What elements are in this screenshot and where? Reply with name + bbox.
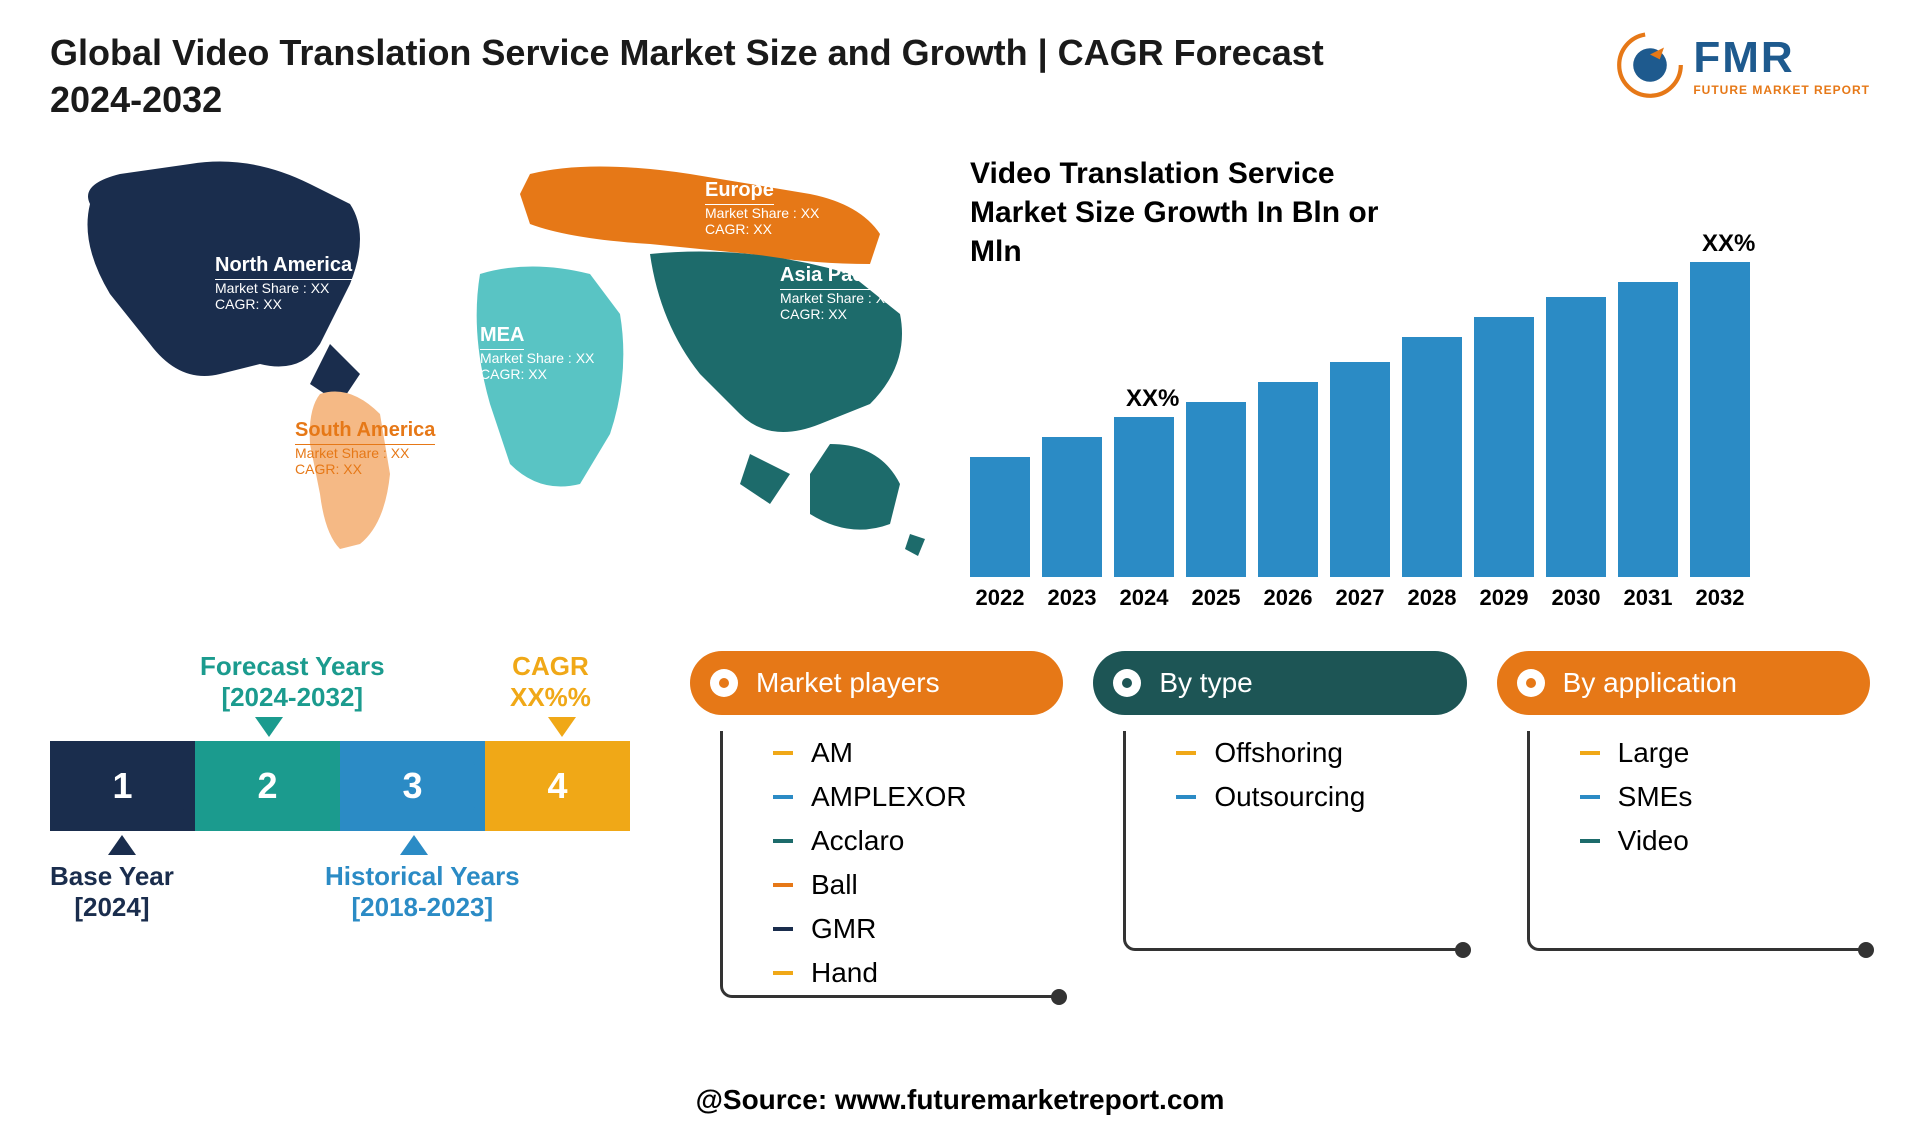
logo-main-text: FMR [1693, 33, 1870, 83]
timeline-segment-4: 4 [485, 741, 630, 831]
tick-icon [773, 883, 793, 887]
tick-icon [773, 839, 793, 843]
category-pill: Market players [690, 651, 1063, 715]
arrow-up-icon [548, 717, 576, 737]
chart-annotation: XX% [1702, 230, 1755, 258]
category-list: Offshoring Outsourcing [1123, 731, 1466, 951]
list-item-text: GMR [811, 913, 876, 945]
tick-icon [1580, 839, 1600, 843]
category-market-players: Market players AM AMPLEXOR Acclaro Ball GMR Ha… [690, 651, 1063, 998]
bar-2030: 2030 [1546, 297, 1606, 611]
category-pill: By application [1497, 651, 1870, 715]
logo-sub-text: FUTURE MARKET REPORT [1693, 83, 1870, 97]
cagr-label: CAGR XX%% [510, 651, 591, 713]
tick-icon [773, 751, 793, 755]
region-nz [905, 534, 925, 556]
category-by-application: By application Large SMEs Video [1497, 651, 1870, 998]
base-year-label: Base Year [2024] [50, 861, 174, 923]
list-item: Hand [773, 951, 1043, 995]
category-list: Large SMEs Video [1527, 731, 1870, 951]
region-label-asia-pacific: Asia PacificMarket Share : XXCAGR: XX [780, 264, 894, 322]
list-item-text: Outsourcing [1214, 781, 1365, 813]
tick-icon [773, 927, 793, 931]
bar-2026: 2026 [1258, 382, 1318, 611]
pill-dot-icon [1113, 669, 1141, 697]
tick-icon [773, 971, 793, 975]
category-list: AM AMPLEXOR Acclaro Ball GMR Hand [720, 731, 1063, 998]
bar-2022: 2022 [970, 457, 1030, 611]
source-citation: @Source: www.futuremarketreport.com [696, 1084, 1225, 1116]
list-item: Offshoring [1176, 731, 1446, 775]
fmr-logo-icon [1615, 30, 1685, 100]
chart-title: Video Translation Service Market Size Gr… [970, 154, 1390, 271]
bar-2028: 2028 [1402, 337, 1462, 611]
list-item-text: Large [1618, 737, 1690, 769]
list-item: Large [1580, 731, 1850, 775]
region-label-south-america: South AmericaMarket Share : XXCAGR: XX [295, 419, 435, 477]
bar-2023: 2023 [1042, 437, 1102, 611]
tick-icon [1580, 795, 1600, 799]
list-item: AMPLEXOR [773, 775, 1043, 819]
list-item-text: Video [1618, 825, 1689, 857]
list-item: Acclaro [773, 819, 1043, 863]
list-item-text: Hand [811, 957, 878, 989]
list-item: GMR [773, 907, 1043, 951]
chart-annotation: XX% [1126, 385, 1179, 413]
list-item-text: SMEs [1618, 781, 1693, 813]
list-item: Video [1580, 819, 1850, 863]
page-title: Global Video Translation Service Market … [50, 30, 1350, 124]
world-map: North AmericaMarket Share : XXCAGR: XX So… [50, 144, 930, 564]
bar-2031: 2031 [1618, 282, 1678, 611]
pill-dot-icon [1517, 669, 1545, 697]
bar-2027: 2027 [1330, 362, 1390, 611]
tick-icon [773, 795, 793, 799]
tick-icon [1176, 751, 1196, 755]
category-title: By application [1563, 667, 1737, 699]
region-label-north-america: North AmericaMarket Share : XXCAGR: XX [215, 254, 352, 312]
arrow-up-icon [255, 717, 283, 737]
forecast-years-label: Forecast Years [2024-2032] [200, 651, 385, 713]
list-item: Outsourcing [1176, 775, 1446, 819]
category-title: By type [1159, 667, 1252, 699]
list-item: Ball [773, 863, 1043, 907]
category-by-type: By type Offshoring Outsourcing [1093, 651, 1466, 998]
bar-2025: 2025 [1186, 402, 1246, 611]
list-item-text: Acclaro [811, 825, 904, 857]
pill-dot-icon [710, 669, 738, 697]
list-item-text: AMPLEXOR [811, 781, 967, 813]
arrow-down-icon [400, 835, 428, 855]
region-label-mea: MEAMarket Share : XXCAGR: XX [480, 324, 594, 382]
timeline: Forecast Years [2024-2032] CAGR XX%% 123… [50, 651, 630, 998]
tick-icon [1176, 795, 1196, 799]
list-item: SMEs [1580, 775, 1850, 819]
list-item-text: Ball [811, 869, 858, 901]
list-item: AM [773, 731, 1043, 775]
list-item-text: Offshoring [1214, 737, 1343, 769]
category-title: Market players [756, 667, 940, 699]
region-label-europe: EuropeMarket Share : XXCAGR: XX [705, 179, 819, 237]
growth-bar-chart: Video Translation Service Market Size Gr… [970, 144, 1870, 611]
region-europe [520, 166, 880, 264]
category-pill: By type [1093, 651, 1466, 715]
brand-logo: FMR FUTURE MARKET REPORT [1615, 30, 1870, 100]
bar-2024: 2024 [1114, 417, 1174, 611]
list-item-text: AM [811, 737, 853, 769]
tick-icon [1580, 751, 1600, 755]
bar-2032: 2032 [1690, 262, 1750, 611]
bar-2029: 2029 [1474, 317, 1534, 611]
historical-years-label: Historical Years [2018-2023] [325, 861, 520, 923]
arrow-down-icon [108, 835, 136, 855]
